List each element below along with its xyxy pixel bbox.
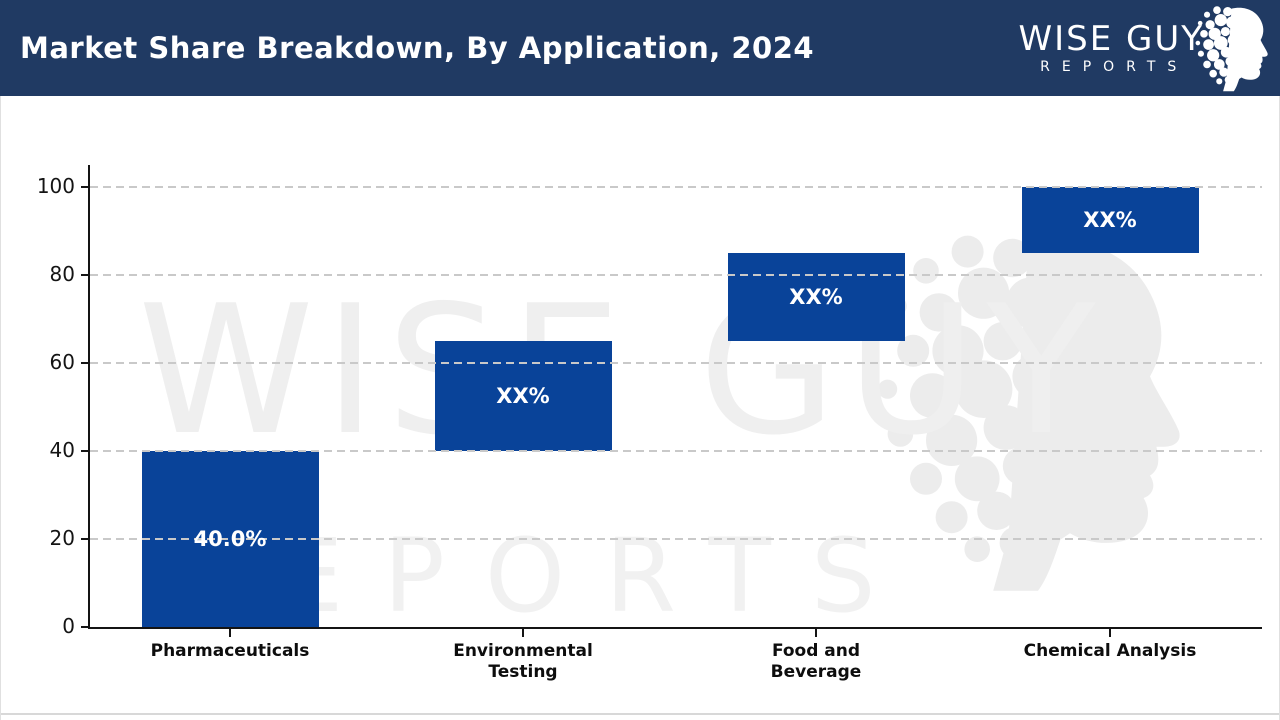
x-tick-0 xyxy=(229,629,231,637)
header: Market Share Breakdown, By Application, … xyxy=(0,0,1280,96)
y-tick-40 xyxy=(81,450,89,452)
wiseguy-face-icon xyxy=(1195,6,1268,92)
x-axis xyxy=(88,627,1262,629)
bar-environmental-testing xyxy=(434,341,612,451)
gridline-40 xyxy=(90,450,1262,452)
x-tick-2 xyxy=(815,629,817,637)
y-tick-60 xyxy=(81,362,89,364)
bar-value-label: 40.0% xyxy=(193,527,267,551)
y-tick-label: 20 xyxy=(49,526,75,550)
bottom-hairline xyxy=(0,713,1280,715)
bar-food-and-beverage xyxy=(727,253,905,341)
left-hairline xyxy=(0,96,1,720)
gridline-100 xyxy=(90,186,1262,188)
chart-area: WISE GUY REPORTS 0 20 40 60 80 100 40.0% Pharma… xyxy=(0,96,1280,720)
y-tick-20 xyxy=(81,538,89,540)
x-tick-3 xyxy=(1109,629,1111,637)
logo-wordmark: WISE GUY xyxy=(1018,19,1204,60)
logo-subtitle: REPORTS xyxy=(1040,58,1189,75)
y-tick-label: 100 xyxy=(36,174,75,198)
logo-text: WISE GUY REPORTS xyxy=(1018,19,1204,75)
y-tick-80 xyxy=(81,274,89,276)
y-tick-0 xyxy=(81,626,89,628)
gridline-60 xyxy=(90,362,1262,364)
y-tick-100 xyxy=(81,186,89,188)
x-category-label: Pharmaceuticals xyxy=(150,641,310,661)
y-tick-label: 40 xyxy=(49,438,75,462)
wiseguy-logo: WISE GUY REPORTS xyxy=(1018,4,1280,92)
y-tick-label: 80 xyxy=(49,262,75,286)
gridline-80 xyxy=(90,274,1262,276)
x-category-label: Food and Beverage xyxy=(770,641,862,682)
bar-value-label: XX% xyxy=(496,384,550,408)
bar-value-label: XX% xyxy=(1083,208,1137,232)
x-category-label: Chemical Analysis xyxy=(1023,641,1197,661)
bar-value-label: XX% xyxy=(789,285,843,309)
page-title: Market Share Breakdown, By Application, … xyxy=(20,31,815,65)
x-category-label: Environmental Testing xyxy=(453,641,593,682)
y-tick-label: 0 xyxy=(62,614,75,638)
waterfall-chart: 0 20 40 60 80 100 40.0% Pharmaceuticals XX% Envir… xyxy=(0,96,1280,720)
y-axis xyxy=(88,165,90,629)
gridline-20 xyxy=(90,538,1262,540)
y-tick-label: 60 xyxy=(49,350,75,374)
x-tick-1 xyxy=(522,629,524,637)
